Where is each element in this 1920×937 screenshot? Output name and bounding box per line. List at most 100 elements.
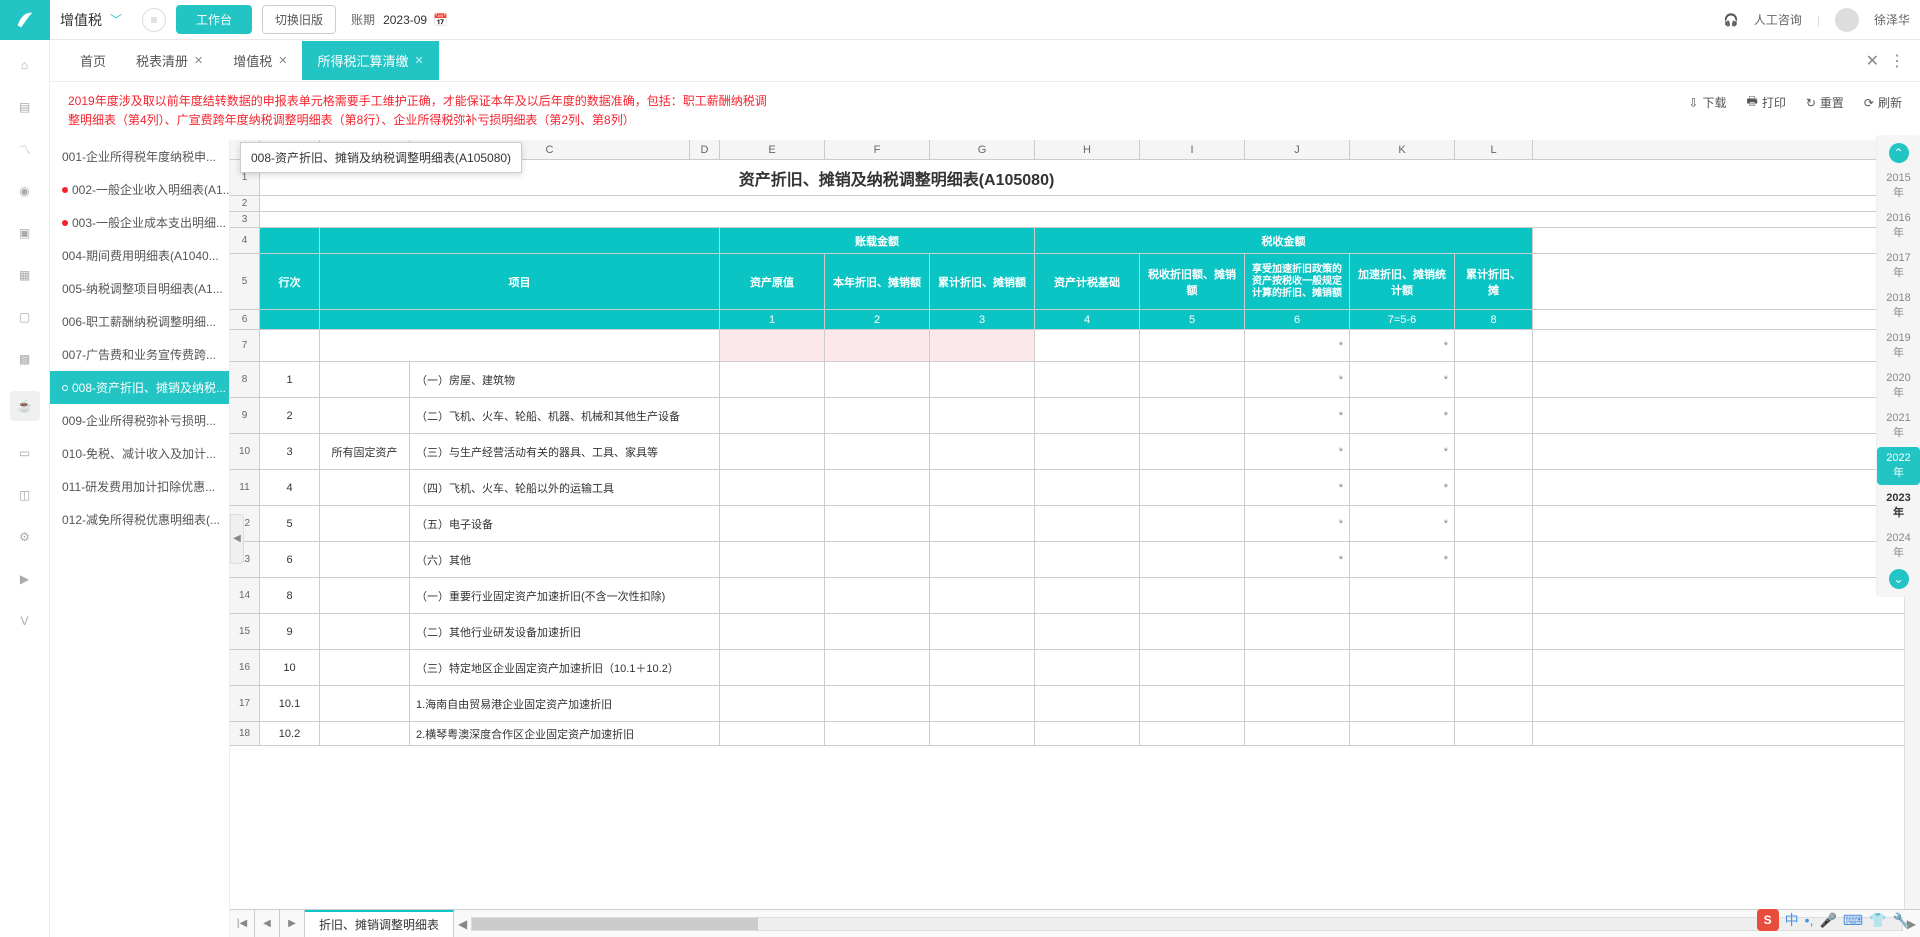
reset-button[interactable]: ↻ 重置	[1806, 94, 1844, 111]
sheet-tabs-bar: |◀ ◀ ▶ 折旧、摊销调整明细表 ◀ ▶	[230, 909, 1920, 937]
year-option[interactable]: 2016年	[1877, 207, 1920, 245]
tab-more-icon[interactable]: ⋮	[1889, 51, 1905, 71]
close-icon[interactable]: ✕	[415, 54, 424, 67]
home-icon[interactable]: ⌂	[15, 55, 35, 75]
calendar-icon[interactable]: 📅	[433, 13, 448, 27]
col-header[interactable]: I	[1140, 140, 1245, 159]
col-header[interactable]: H	[1035, 140, 1140, 159]
year-option[interactable]: 2020年	[1877, 367, 1920, 405]
year-option[interactable]: 2019年	[1877, 327, 1920, 365]
data-cell[interactable]	[825, 330, 930, 361]
ime-tool-icon[interactable]: 🔧	[1893, 912, 1910, 929]
grid-body[interactable]: 1 资产折旧、摊销及纳税调整明细表(A105080) 2 3 4 账载金额 税收…	[230, 160, 1920, 909]
list-item[interactable]: 011-研发费用加计扣除优惠...	[50, 470, 229, 503]
tab-vat[interactable]: 增值税✕	[218, 41, 302, 80]
stamp-nav-icon[interactable]: ▢	[15, 307, 35, 327]
list-item-active[interactable]: 008-资产折旧、摊销及纳税...	[50, 371, 229, 404]
tax-nav-icon[interactable]: ☕	[10, 391, 40, 421]
list-item[interactable]: 003-一般企业成本支出明细...	[50, 206, 229, 239]
tooltip: 008-资产折旧、摊销及纳税调整明细表(A105080)	[240, 142, 522, 173]
header-cell: 资产原值	[720, 254, 825, 309]
year-option[interactable]: 2021年	[1877, 407, 1920, 445]
username[interactable]: 徐泽华	[1874, 11, 1910, 28]
doc-icon[interactable]: ≡	[142, 8, 166, 32]
col-header[interactable]: G	[930, 140, 1035, 159]
col-header[interactable]: L	[1455, 140, 1533, 159]
close-icon[interactable]: ✕	[194, 54, 203, 67]
help-link[interactable]: 人工咨询	[1754, 11, 1802, 28]
list-item[interactable]: 012-减免所得税优惠明细表(...	[50, 503, 229, 536]
sheet-nav-first[interactable]: |◀	[230, 910, 255, 937]
tab-close-all-icon[interactable]: ✕	[1866, 51, 1879, 71]
download-button[interactable]: ⇩ 下载	[1688, 94, 1726, 111]
company-name[interactable]: 增值税	[60, 10, 102, 30]
ime-toolbar: S 中 •, 🎤 ⌨ 👕 🔧	[1757, 909, 1910, 931]
sheet-tab[interactable]: 折旧、摊销调整明细表	[305, 910, 454, 937]
close-icon[interactable]: ✕	[278, 54, 287, 67]
header-cell: 项目	[320, 254, 720, 309]
ime-keyboard-icon[interactable]: ⌨	[1843, 912, 1863, 929]
sheet-nav-prev[interactable]: ◀	[255, 910, 280, 937]
chart-nav-icon[interactable]: 〽	[15, 139, 35, 159]
col-header[interactable]: D	[690, 140, 720, 159]
data-cell[interactable]	[720, 330, 825, 361]
header-cell: 累计折旧、摊销额	[930, 254, 1035, 309]
data-cell[interactable]	[930, 330, 1035, 361]
calendar-nav-icon[interactable]: ▩	[15, 349, 35, 369]
year-option[interactable]: 2015年	[1877, 167, 1920, 205]
year-option-active[interactable]: 2022年	[1877, 447, 1920, 485]
v-nav-icon[interactable]: V	[15, 611, 35, 631]
money-nav-icon[interactable]: ◉	[15, 181, 35, 201]
report-nav-icon[interactable]: ▦	[15, 265, 35, 285]
folder-nav-icon[interactable]: ▭	[15, 443, 35, 463]
list-item[interactable]: 005-纳税调整项目明细表(A1...	[50, 272, 229, 305]
year-option[interactable]: 2018年	[1877, 287, 1920, 325]
notice-text: 2019年度涉及取以前年度结转数据的申报表单元格需要手工维护正确，才能保证本年及…	[68, 92, 768, 130]
horizontal-scrollbar[interactable]: ◀ ▶	[454, 910, 1920, 937]
clipboard-nav-icon[interactable]: ▣	[15, 223, 35, 243]
list-item[interactable]: 002-一般企业收入明细表(A1...	[50, 173, 229, 206]
tab-income-tax[interactable]: 所得税汇算清缴✕	[302, 41, 438, 80]
doc-nav-icon[interactable]: ▤	[15, 97, 35, 117]
header-cell: 税收金额	[1035, 228, 1533, 253]
company-dropdown-icon[interactable]: ﹀	[110, 11, 122, 28]
year-option[interactable]: 2017年	[1877, 247, 1920, 285]
year-option[interactable]: 2023年	[1877, 487, 1920, 525]
col-header[interactable]: K	[1350, 140, 1455, 159]
tab-tax-list[interactable]: 税表清册✕	[121, 41, 218, 80]
list-item[interactable]: 004-期间费用明细表(A1040...	[50, 239, 229, 272]
ime-lang-icon[interactable]: 中	[1785, 910, 1799, 930]
ime-logo-icon[interactable]: S	[1757, 909, 1779, 931]
list-item[interactable]: 010-免税、减计收入及加计...	[50, 437, 229, 470]
header-cell: 税收折旧额、摊销额	[1140, 254, 1245, 309]
list-item[interactable]: 009-企业所得税弥补亏损明...	[50, 404, 229, 437]
headset-icon[interactable]: 🎧	[1724, 13, 1739, 27]
year-down-icon[interactable]: ⌄	[1889, 569, 1909, 589]
period-value[interactable]: 2023-09	[383, 13, 427, 27]
archive-nav-icon[interactable]: ◫	[15, 485, 35, 505]
ime-skin-icon[interactable]: 👕	[1869, 912, 1886, 929]
ime-punct-icon[interactable]: •,	[1805, 912, 1814, 928]
list-item[interactable]: 006-职工薪酬纳税调整明细...	[50, 305, 229, 338]
video-nav-icon[interactable]: ▶	[15, 569, 35, 589]
tab-home[interactable]: 首页	[65, 41, 121, 80]
workbench-button[interactable]: 工作台	[176, 5, 252, 34]
period-label: 账期	[351, 11, 375, 28]
ime-mic-icon[interactable]: 🎤	[1819, 912, 1836, 929]
refresh-button[interactable]: ⟳ 刷新	[1864, 94, 1902, 111]
year-option[interactable]: 2024年	[1877, 527, 1920, 565]
settings-nav-icon[interactable]: ⚙	[15, 527, 35, 547]
year-up-icon[interactable]: ⌃	[1889, 143, 1909, 163]
col-header[interactable]: J	[1245, 140, 1350, 159]
list-item[interactable]: 007-广告费和业务宣传费跨...	[50, 338, 229, 371]
user-avatar[interactable]	[1835, 8, 1859, 32]
sheet-nav-next[interactable]: ▶	[280, 910, 305, 937]
collapse-sidebar-handle[interactable]: ◀	[230, 514, 244, 564]
col-header[interactable]: E	[720, 140, 825, 159]
header-cell: 累计折旧、摊	[1455, 254, 1533, 309]
col-header[interactable]: F	[825, 140, 930, 159]
list-item[interactable]: 001-企业所得税年度纳税申...	[50, 140, 229, 173]
app-logo[interactable]	[0, 0, 50, 40]
print-button[interactable]: 🖶 打印	[1747, 92, 1786, 113]
old-version-button[interactable]: 切换旧版	[262, 5, 336, 34]
